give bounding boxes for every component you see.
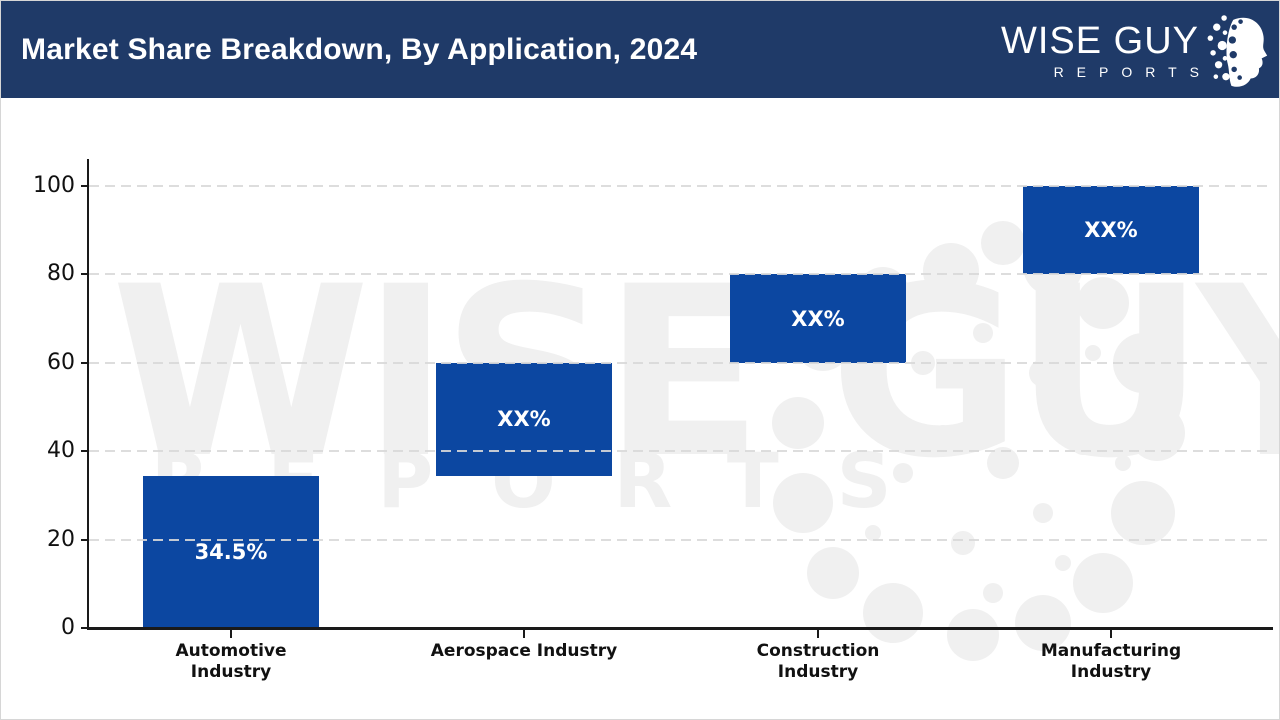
x-axis-category-label: Aerospace Industry — [430, 641, 618, 661]
y-axis-tick — [81, 627, 89, 629]
bar: XX% — [436, 362, 612, 476]
y-axis-tick — [81, 450, 89, 453]
wiseguy-head-logo-icon — [1207, 15, 1268, 87]
x-axis-category-label: Automotive Industry — [175, 641, 287, 683]
bar: XX% — [730, 274, 906, 363]
y-axis-tick-label: 40 — [47, 438, 75, 464]
x-axis-tick — [523, 630, 525, 638]
y-axis-tick-label: 20 — [47, 526, 75, 552]
gridline — [89, 538, 1271, 541]
wiseguy-logo: WISE GUY REPORTS — [1001, 9, 1269, 93]
x-axis-category-label: Construction Industry — [756, 641, 880, 683]
x-axis-line — [87, 627, 1273, 630]
bar-value-label: 34.5% — [194, 539, 268, 564]
bar-value-label: XX% — [497, 407, 551, 432]
y-axis-tick-label: 80 — [47, 261, 75, 287]
bar: XX% — [1023, 186, 1199, 275]
y-axis-tick — [81, 273, 89, 276]
x-axis-tick — [817, 630, 819, 638]
x-axis-tick — [1110, 630, 1112, 638]
bar: 34.5% — [143, 475, 319, 628]
bar-value-label: XX% — [1084, 218, 1138, 243]
y-axis-tick-label: 60 — [47, 349, 75, 375]
bar-value-label: XX% — [791, 306, 845, 331]
gridline — [89, 450, 1271, 453]
x-axis-tick — [230, 630, 232, 638]
logo-name: WISE GUY — [1000, 20, 1199, 63]
gridline — [89, 273, 1271, 276]
y-axis-line — [87, 159, 89, 630]
page-title: Market Share Breakdown, By Application, … — [21, 32, 698, 66]
gridline — [89, 185, 1271, 187]
logo-subtitle: REPORTS — [1053, 63, 1212, 80]
y-axis-tick-label: 100 — [33, 173, 75, 198]
y-axis-tick — [81, 361, 89, 364]
x-axis-category-label: Manufacturing Industry — [1040, 641, 1182, 683]
y-axis-tick — [81, 185, 89, 187]
header-bar: Market Share Breakdown, By Application, … — [1, 1, 1279, 98]
y-axis-tick-label: 0 — [61, 615, 75, 640]
gridline — [89, 361, 1271, 364]
y-axis-tick — [81, 538, 89, 541]
